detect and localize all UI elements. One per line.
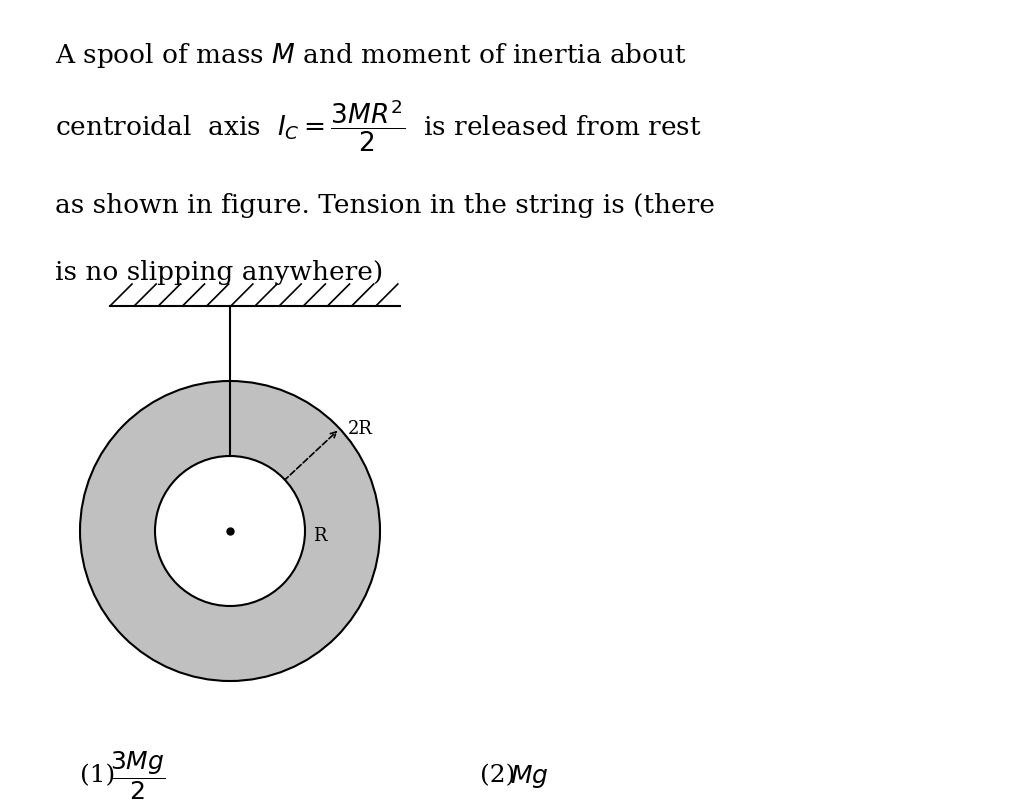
Text: $\dfrac{3Mg}{2}$: $\dfrac{3Mg}{2}$	[110, 749, 165, 802]
Text: (1): (1)	[80, 765, 116, 787]
Text: centroidal  axis  $I_C = \dfrac{3MR^2}{2}$  is released from rest: centroidal axis $I_C = \dfrac{3MR^2}{2}$…	[55, 97, 701, 154]
Circle shape	[155, 456, 305, 606]
Text: A spool of mass $M$ and moment of inertia about: A spool of mass $M$ and moment of inerti…	[55, 41, 687, 71]
Text: as shown in figure. Tension in the string is (there: as shown in figure. Tension in the strin…	[55, 194, 715, 218]
Text: R: R	[313, 527, 327, 545]
Text: 2R: 2R	[348, 420, 373, 438]
Text: (2): (2)	[480, 765, 515, 787]
Text: $Mg$: $Mg$	[510, 762, 549, 789]
Text: is no slipping anywhere): is no slipping anywhere)	[55, 260, 383, 285]
Circle shape	[80, 381, 380, 681]
Text: C: C	[211, 550, 225, 568]
